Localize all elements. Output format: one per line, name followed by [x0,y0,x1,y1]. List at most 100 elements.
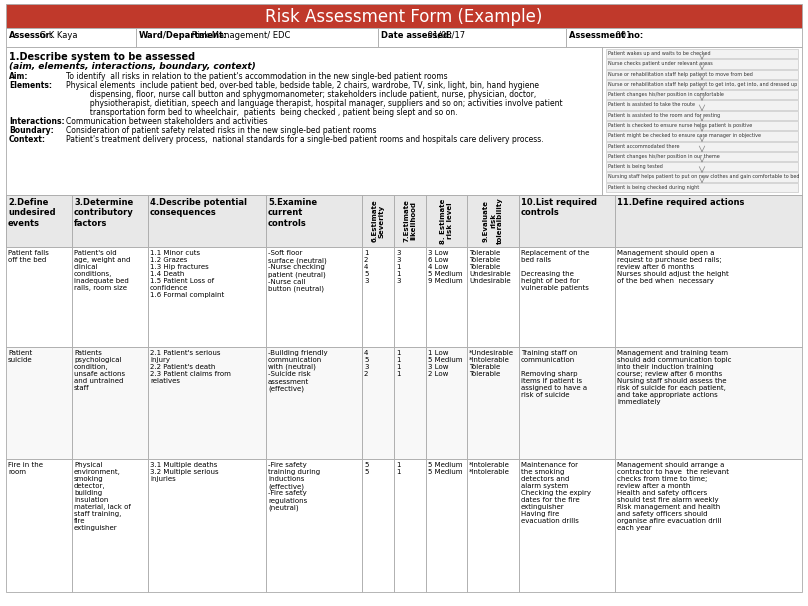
Bar [394,459,426,592]
Bar [394,195,426,247]
Text: 2.1 Patient's serious
injury
2.2 Patient's death
2.3 Patient claims from
relativ: 2.1 Patient's serious injury 2.2 Patient… [150,350,231,384]
Text: physiotherapist, dietitian, speech and language therapist, hospital manager, sup: physiotherapist, dietitian, speech and l… [66,99,562,108]
Bar [136,28,378,47]
Text: Risk Assessment Form (Example): Risk Assessment Form (Example) [265,8,543,26]
Text: 1.1 Minor cuts
1.2 Grazes
1.3 Hip fractures
1.4 Death
1.5 Patient Loss of
confid: 1.1 Minor cuts 1.2 Grazes 1.3 Hip fractu… [150,250,225,298]
Bar [426,459,467,592]
Text: Interactions:: Interactions: [9,117,65,126]
Bar [606,111,798,120]
Text: transportation form bed to wheelchair,  patients  being checked , patient being : transportation form bed to wheelchair, p… [66,108,457,117]
Bar [394,247,426,347]
Text: 01/08/17: 01/08/17 [425,31,465,40]
Bar [615,459,802,592]
Bar [426,247,467,347]
Bar [362,247,394,347]
Text: 001: 001 [613,31,632,40]
Text: 3.Determine
contributory
factors: 3.Determine contributory factors [74,198,134,228]
Text: 10.List required
controls: 10.List required controls [521,198,597,218]
Bar [148,347,266,459]
Text: *Intolerable
*Intolerable: *Intolerable *Intolerable [469,462,510,475]
Text: Patient is checked to ensure nurse helps patient is positive: Patient is checked to ensure nurse helps… [608,123,752,128]
Text: Management should open a
request to purchase bed rails;
review after 6 months
Nu: Management should open a request to purc… [617,250,729,284]
Bar [6,195,802,247]
Bar [615,195,802,247]
Text: Context:: Context: [9,135,46,144]
Bar [606,90,798,99]
Bar [6,195,72,247]
Text: Nurse checks patient under relevant areas: Nurse checks patient under relevant area… [608,61,713,66]
Bar [426,195,467,247]
Text: 4.Describe potential
consequences: 4.Describe potential consequences [150,198,247,218]
Bar [72,459,148,592]
Bar [148,247,266,347]
Text: Patient is assisted to take the route: Patient is assisted to take the route [608,102,695,107]
Bar [606,162,798,171]
Bar [72,347,148,459]
Bar [467,247,519,347]
Text: To identify  all risks in relation to the patient's accommodation in the new sin: To identify all risks in relation to the… [66,72,448,81]
Text: Date assessed:: Date assessed: [381,31,452,40]
Text: 3 Low
6 Low
4 Low
5 Medium
9 Medium: 3 Low 6 Low 4 Low 5 Medium 9 Medium [428,250,463,284]
Text: Patient wakes up and waits to be checked: Patient wakes up and waits to be checked [608,51,710,56]
Bar [606,101,798,110]
Text: Physical elements  include patient bed, over-bed table, bedside table, 2 chairs,: Physical elements include patient bed, o… [66,81,539,90]
Text: Consideration of patient safety related risks in the new single-bed patient room: Consideration of patient safety related … [66,126,377,135]
Text: 1.Describe system to be assessed: 1.Describe system to be assessed [9,52,195,62]
Text: *Undesirable
*Intolerable
Tolerable
Tolerable: *Undesirable *Intolerable Tolerable Tole… [469,350,514,377]
Bar [148,459,266,592]
Text: Patient is being tested: Patient is being tested [608,164,663,169]
Text: Fire in the
room: Fire in the room [8,462,43,475]
Text: Assessor:: Assessor: [9,31,54,40]
Text: Nurse or rehabilitation staff help patient to get into, get into, and dressed up: Nurse or rehabilitation staff help patie… [608,82,797,87]
Text: -Building friendly
communication
with (neutral)
-Suicide risk
assessment
(effect: -Building friendly communication with (n… [268,350,327,392]
Bar [606,70,798,79]
Bar [6,28,136,47]
Bar [467,459,519,592]
Bar [606,80,798,89]
Bar [72,247,148,347]
Text: 5
5: 5 5 [364,462,368,475]
Text: Patient's treatment delivery process,  national standards for a single-bed patie: Patient's treatment delivery process, na… [66,135,544,144]
Text: Assessment no:: Assessment no: [569,31,643,40]
Bar [467,195,519,247]
Text: Risk Management/ EDC: Risk Management/ EDC [189,31,291,40]
Bar [606,183,798,192]
Bar [266,459,362,592]
Text: 7.Estimate
likelihood: 7.Estimate likelihood [403,199,416,242]
Text: G K Kaya: G K Kaya [37,31,78,40]
Text: Communication between stakeholders and activities: Communication between stakeholders and a… [66,117,267,126]
Text: Nurse or rehabilitation staff help patient to move from bed: Nurse or rehabilitation staff help patie… [608,72,753,76]
Text: Patient changes his/her position in comfortable: Patient changes his/her position in comf… [608,92,724,97]
Bar [6,4,802,28]
Bar [519,195,615,247]
Text: Aim:: Aim: [9,72,28,81]
Bar [266,247,362,347]
Text: Nursing staff helps patient to put on new clothes and gain comfortable to bed: Nursing staff helps patient to put on ne… [608,175,799,179]
Bar [362,347,394,459]
Text: Patient changes his/her position in our theme: Patient changes his/her position in our … [608,154,720,159]
Text: Replacement of the
bed rails

Decreasing the
height of bed for
vulnerable patien: Replacement of the bed rails Decreasing … [521,250,589,291]
Bar [606,121,798,130]
Text: Ward/Department:: Ward/Department: [139,31,228,40]
Text: Patient is being checked during night: Patient is being checked during night [608,185,699,190]
Bar [6,347,72,459]
Text: 8. Estimate
risk level: 8. Estimate risk level [440,198,453,244]
Text: Elements:: Elements: [9,81,52,90]
Text: dispensing, floor, nurse call button and sphygmomanometer; stakeholders include : dispensing, floor, nurse call button and… [66,90,537,99]
Text: -Soft floor
surface (neutral)
-Nurse checking
patient (neutral)
-Nurse call
butt: -Soft floor surface (neutral) -Nurse che… [268,250,326,293]
Text: Patient accommodated there: Patient accommodated there [608,144,680,148]
Text: 3.1 Multiple deaths
3.2 Multiple serious
injuries: 3.1 Multiple deaths 3.2 Multiple serious… [150,462,219,482]
Text: Patients
psychological
condition,
unsafe actions
and untrained
staff: Patients psychological condition, unsafe… [74,350,125,391]
Text: Patient's old
age, weight and
clinical
conditions,
inadequate bed
rails, room si: Patient's old age, weight and clinical c… [74,250,130,291]
Bar [602,47,802,195]
Bar [394,347,426,459]
Text: (aim, elements, interactions, boundary, context): (aim, elements, interactions, boundary, … [9,62,256,71]
Text: 2.Define
undesired
events: 2.Define undesired events [8,198,56,228]
Bar [6,47,602,195]
Text: 9.Evaluate
risk
toleraibility: 9.Evaluate risk toleraibility [483,198,503,244]
Bar [615,347,802,459]
Text: Physical
environment,
smoking
detector,
building
insulation
material, lack of
st: Physical environment, smoking detector, … [74,462,131,531]
Text: 1
1: 1 1 [396,462,401,475]
Text: Patient
suicide: Patient suicide [8,350,32,363]
Text: Patient might be checked to ensure care manager in objective: Patient might be checked to ensure care … [608,133,761,138]
